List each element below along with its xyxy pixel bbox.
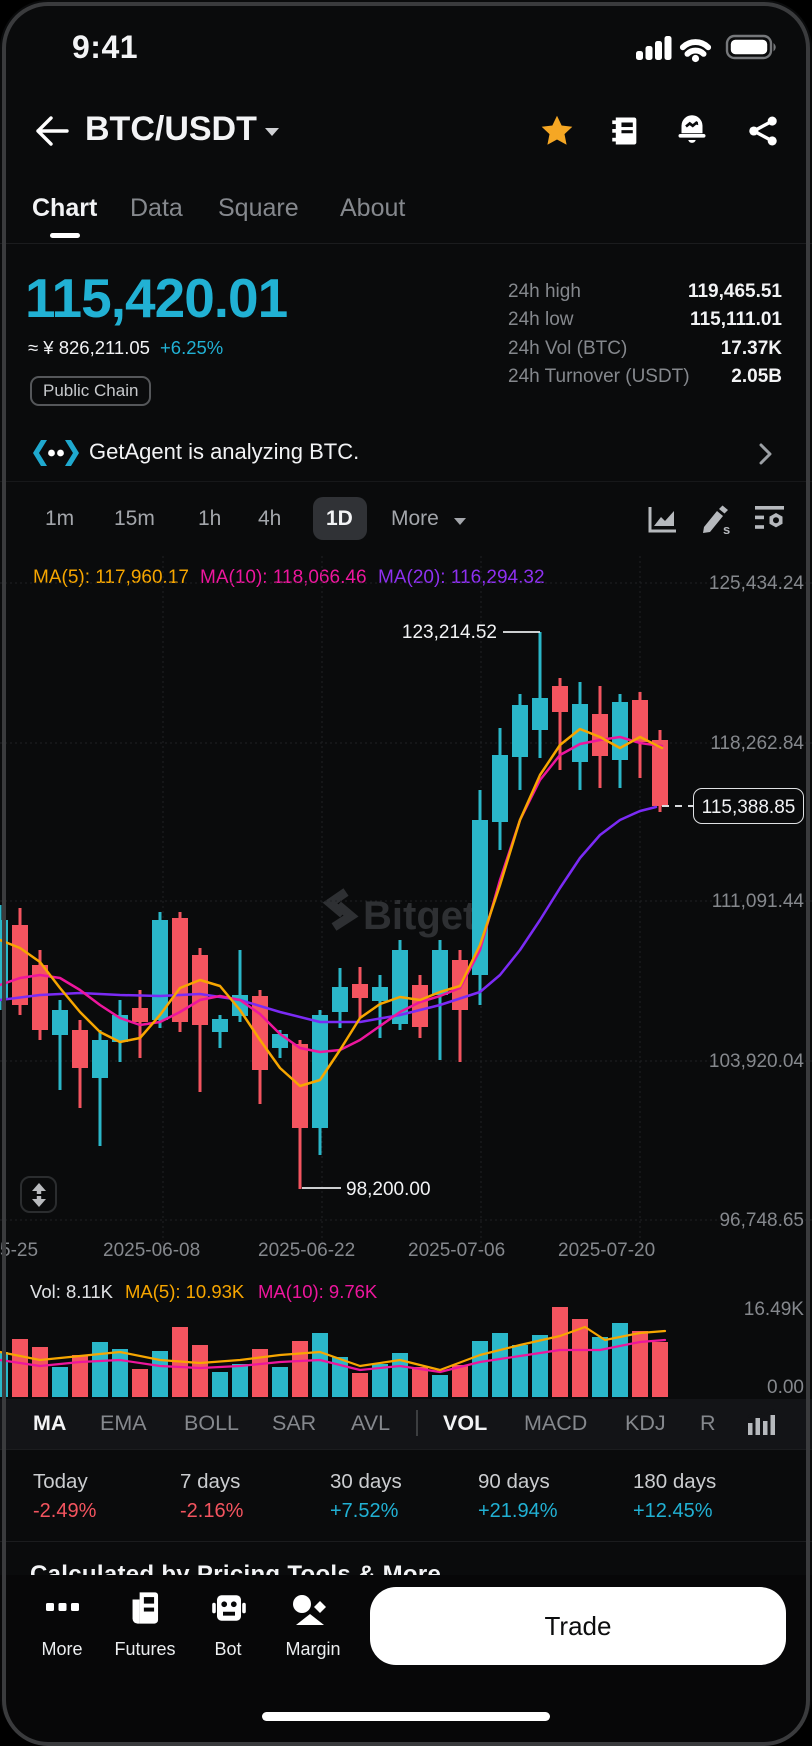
svg-text:s: s	[723, 522, 730, 535]
svg-text:Bitget: Bitget	[363, 894, 476, 938]
